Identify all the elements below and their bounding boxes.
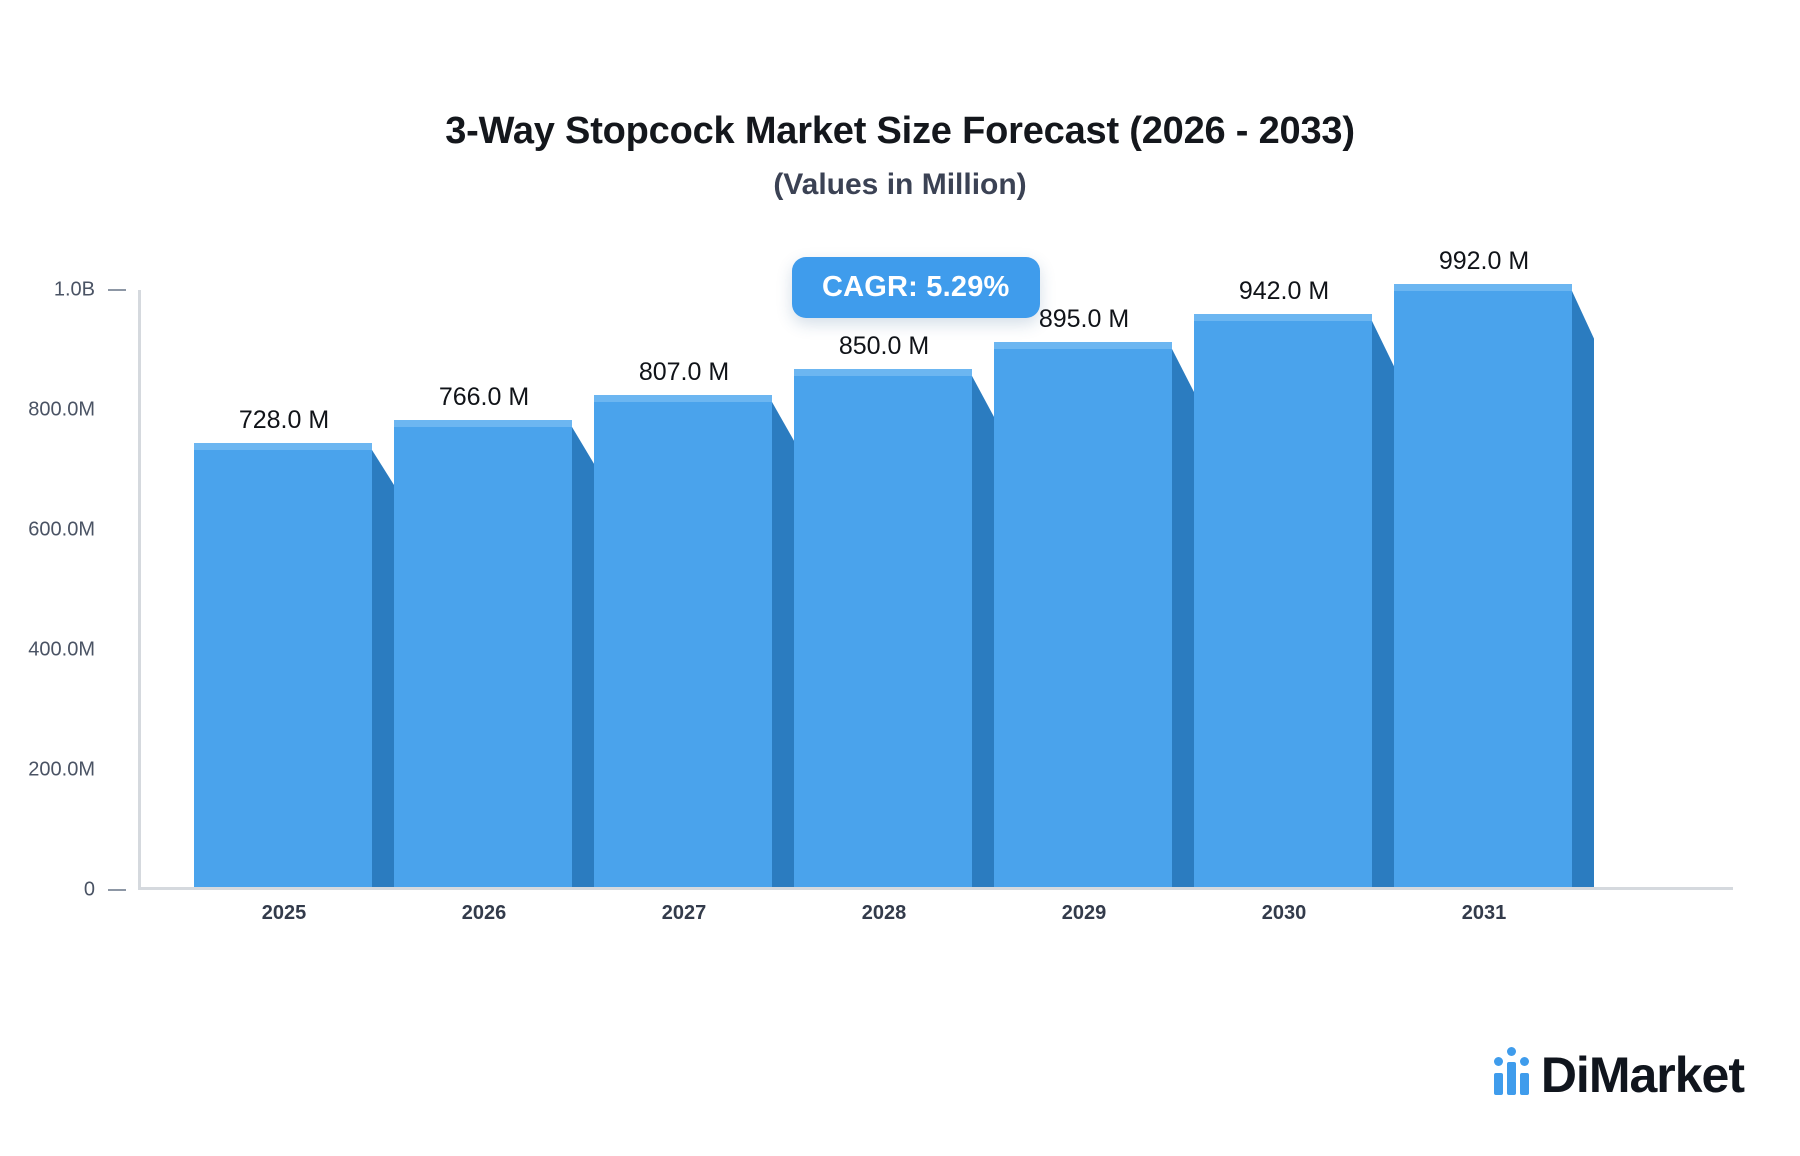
bar-top-face	[794, 369, 972, 376]
brand-name: DiMarket	[1540, 1047, 1745, 1103]
bar-front[interactable]	[1194, 321, 1372, 887]
cagr-badge: CAGR: 5.29%	[792, 257, 1040, 318]
y-axis-tick-label-4: 800.0M	[28, 398, 95, 421]
x-axis-tick-label-2028: 2028	[861, 902, 907, 924]
y-axis-tick-dash-0	[108, 889, 126, 891]
bar-value-label: 807.0 M	[638, 358, 730, 386]
bar-side-face	[1572, 291, 1594, 887]
bar-front[interactable]	[994, 349, 1172, 887]
bar-side-face	[572, 427, 594, 887]
logo-dot-right	[1519, 1057, 1529, 1066]
bar-series: 728.0 M 2025 766.0 M 2026 807.0 M 2	[138, 247, 1733, 924]
x-axis-tick-label-2029: 2029	[1061, 902, 1107, 924]
y-axis-tick-label-2: 400.0M	[28, 638, 95, 661]
bar-side-face	[372, 450, 394, 887]
x-axis-tick-label-2030: 2030	[1261, 902, 1307, 924]
plot-area: 728.0 M 2025 766.0 M 2026 807.0 M 2	[138, 247, 1733, 924]
brand-logo: DiMarket	[1493, 1046, 1745, 1104]
bar-top-face	[994, 342, 1172, 349]
x-axis-tick-label-2031: 2031	[1461, 902, 1507, 924]
y-axis-tick-dash-5	[108, 289, 126, 291]
bar-front[interactable]	[594, 402, 772, 887]
bar-front[interactable]	[1394, 291, 1572, 887]
bar-front[interactable]	[794, 376, 972, 887]
logo-bar-3	[1519, 1073, 1529, 1095]
bar-side-face	[772, 402, 794, 887]
x-axis-line	[138, 887, 1733, 890]
x-axis-tick-label-2026: 2026	[461, 902, 507, 924]
logo-dot-middle	[1506, 1047, 1516, 1056]
bar-side-face	[1172, 349, 1194, 887]
bar-top-face	[394, 420, 572, 427]
y-axis-tick-label-5: 1.0B	[53, 278, 95, 301]
y-axis-tick-label-3: 600.0M	[28, 518, 95, 541]
logo-dot-left	[1493, 1057, 1503, 1066]
bar-chart-icon	[1493, 1047, 1529, 1095]
bar-top-face	[1394, 284, 1572, 291]
y-axis-tick-label-0: 0	[83, 878, 95, 901]
y-axis-tick-label-1: 200.0M	[28, 758, 95, 781]
bar-front[interactable]	[194, 450, 372, 887]
bar-value-label: 766.0 M	[438, 383, 530, 411]
bar-value-label: 992.0 M	[1438, 247, 1530, 275]
bar-value-label: 850.0 M	[838, 332, 930, 360]
bar-value-label: 895.0 M	[1038, 305, 1130, 333]
bar-value-label: 728.0 M	[238, 406, 330, 434]
x-axis-tick-label-2025: 2025	[261, 902, 307, 924]
chart-subtitle: (Values in Million)	[773, 168, 1027, 201]
bar-side-face	[1372, 321, 1394, 887]
x-axis-tick-label-2027: 2027	[661, 902, 707, 924]
logo-bar-1	[1493, 1073, 1503, 1095]
bar-side-face	[972, 376, 994, 887]
bar-value-label: 942.0 M	[1238, 277, 1330, 305]
logo-bar-2	[1506, 1062, 1516, 1095]
y-axis-line	[138, 290, 141, 890]
chart-title: 3-Way Stopcock Market Size Forecast (202…	[445, 110, 1355, 152]
bar-front[interactable]	[394, 427, 572, 887]
bar-top-face	[194, 443, 372, 450]
bar-top-face	[1194, 314, 1372, 321]
bar-top-face	[594, 395, 772, 402]
